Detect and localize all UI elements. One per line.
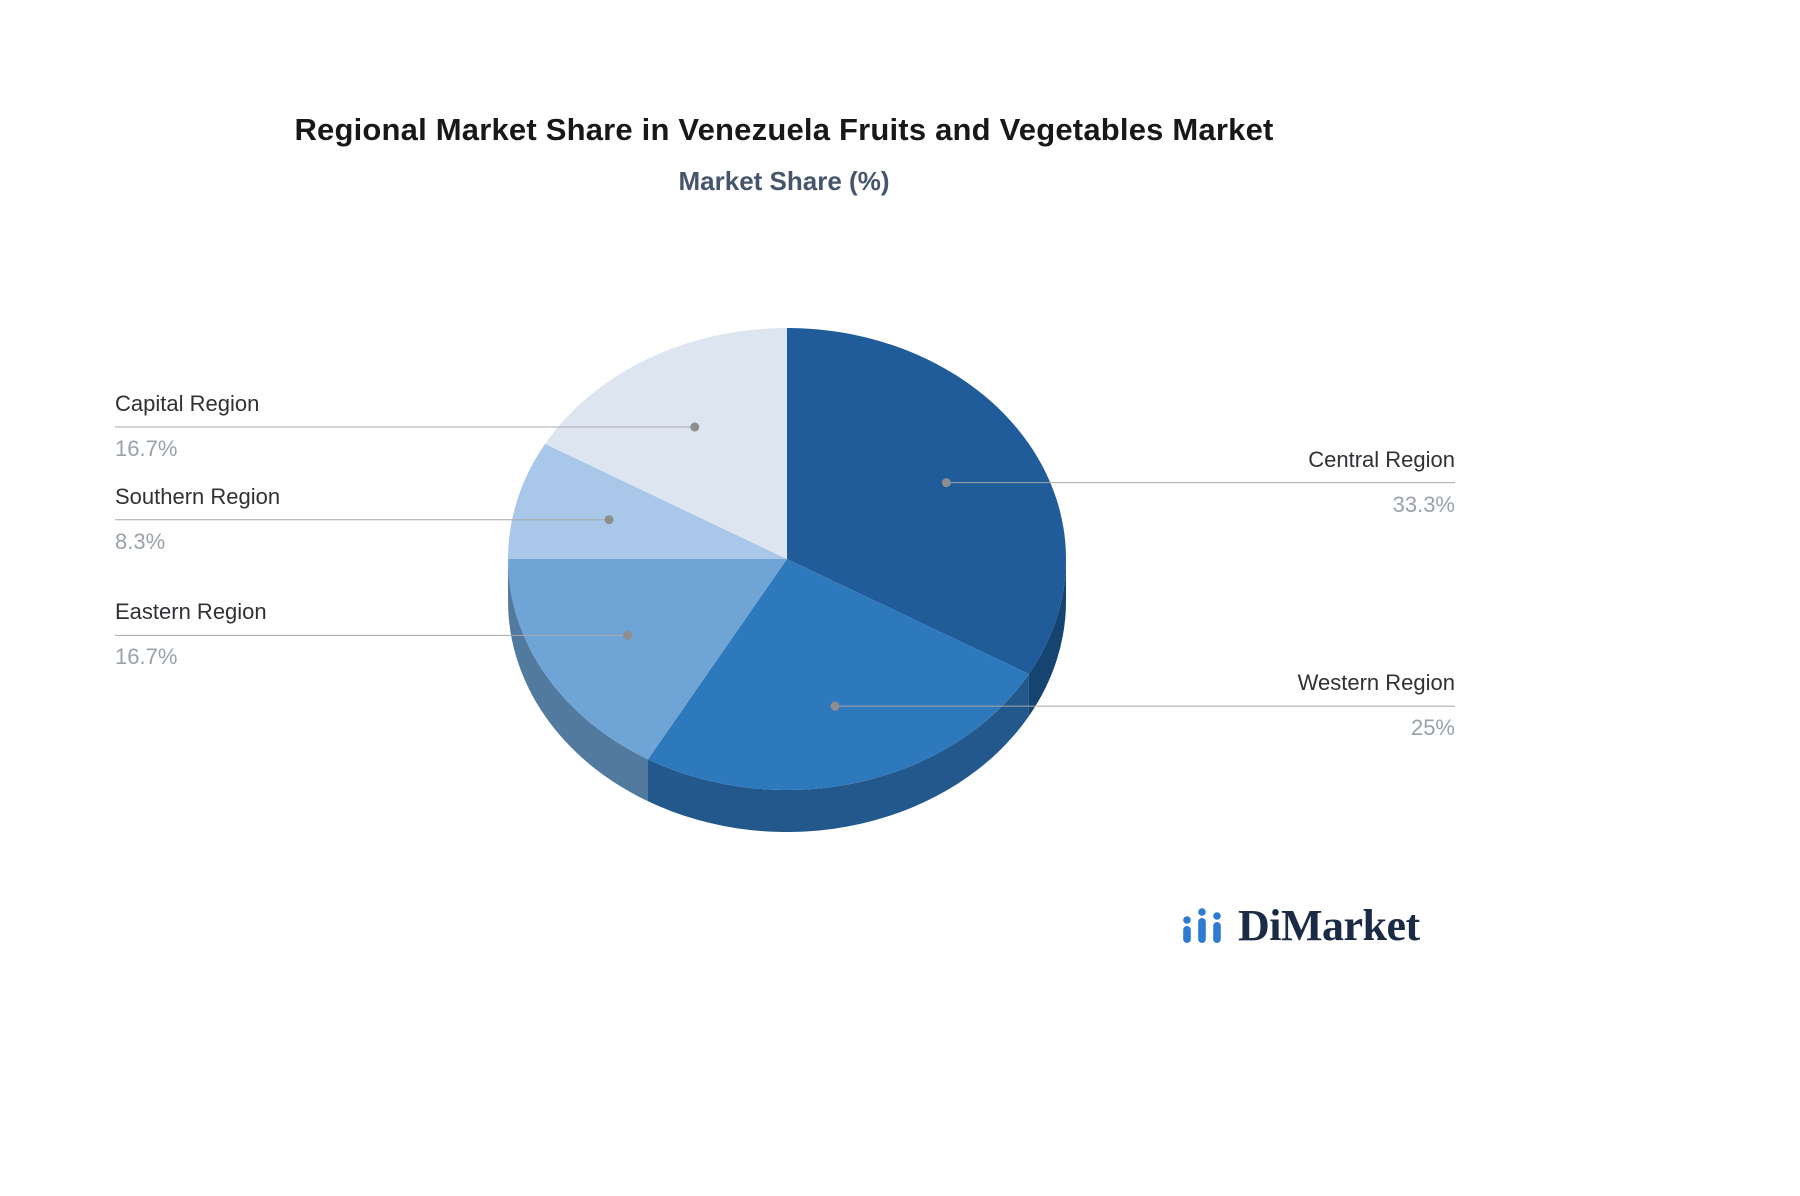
pie-wall-eastern-region [508,559,649,802]
slice-label-eastern-region: Eastern Region [115,599,267,625]
leader-dot-western-region [830,701,840,711]
slice-value-southern-region: 8.3% [115,528,166,554]
leader-dot-central-region [941,478,951,488]
slice-value-capital-region: 16.7% [115,436,178,462]
pie-wall-central-region [1028,559,1066,717]
slice-value-central-region: 33.3% [1392,491,1455,517]
slice-value-western-region: 25% [1410,715,1455,741]
pie-slice-eastern-region[interactable] [508,559,787,760]
chart-title: Regional Market Share in Venezuela Fruit… [294,112,1274,147]
dimarket-logo[interactable]: DiMarket [1180,900,1420,951]
slice-label-southern-region: Southern Region [115,483,281,509]
pie-slice-capital-region[interactable] [545,328,787,559]
chart-subtitle: Market Share (%) [678,166,890,196]
slice-label-western-region: Western Region [1297,670,1455,696]
pie-slice-western-region[interactable] [648,559,1029,791]
leader-dot-southern-region [604,515,614,525]
leader-dot-eastern-region [623,630,633,640]
pie-wall-western-region [648,674,1029,832]
slice-label-capital-region: Capital Region [115,391,260,417]
leader-dot-capital-region [690,422,700,432]
slice-label-central-region: Central Region [1308,446,1455,472]
dimarket-logo-text: DiMarket [1238,901,1420,950]
slice-value-eastern-region: 16.7% [115,644,178,670]
pie-slice-southern-region[interactable] [508,443,787,559]
pie-slice-central-region[interactable] [787,328,1066,675]
bar-chart-icon [1183,907,1221,943]
